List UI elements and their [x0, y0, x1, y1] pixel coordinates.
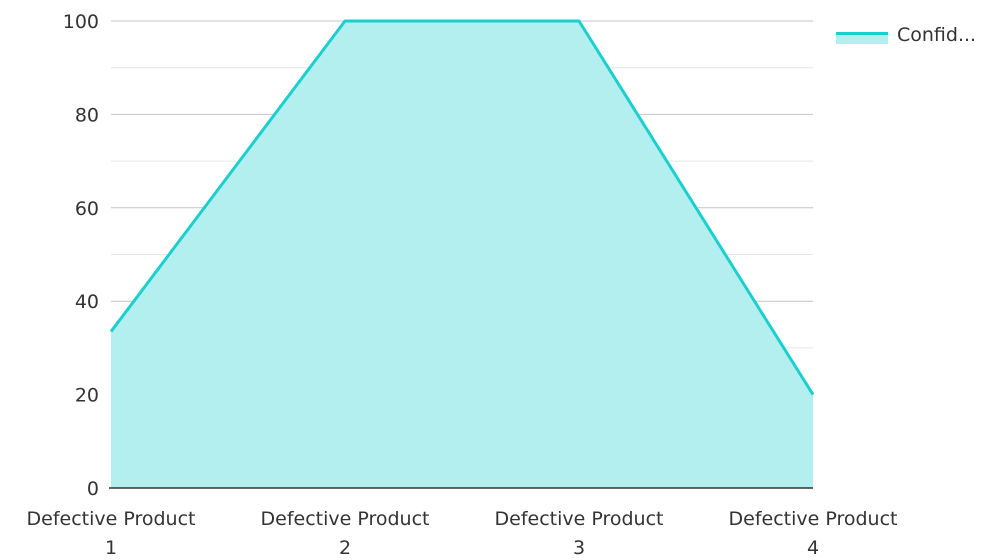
y-axis-ticks: 0 20 40 60 80 100	[63, 11, 99, 500]
y-tick-label: 40	[75, 291, 99, 313]
x-tick-label: Defective Product 4	[729, 508, 898, 559]
y-tick-label: 20	[75, 385, 99, 407]
legend-label: Confid...	[897, 24, 976, 46]
area-fill-series-1	[111, 21, 813, 488]
y-tick-label: 80	[75, 104, 99, 126]
x-tick-label: Defective Product 3	[495, 508, 664, 559]
series-line-1	[109, 19, 815, 396]
legend-swatch-line	[836, 32, 888, 35]
y-tick-label: 60	[75, 198, 99, 220]
x-tick-label: Defective Product 2	[261, 508, 430, 559]
x-axis-ticks: Defective Product 1 Defective Product 2 Defe…	[27, 508, 898, 559]
legend-swatch-fill	[836, 34, 888, 44]
x-tick-label: Defective Product 1	[27, 508, 196, 559]
y-tick-label: 100	[63, 11, 99, 33]
y-tick-label: 0	[87, 478, 99, 500]
legend[interactable]: Confid...	[836, 24, 976, 46]
